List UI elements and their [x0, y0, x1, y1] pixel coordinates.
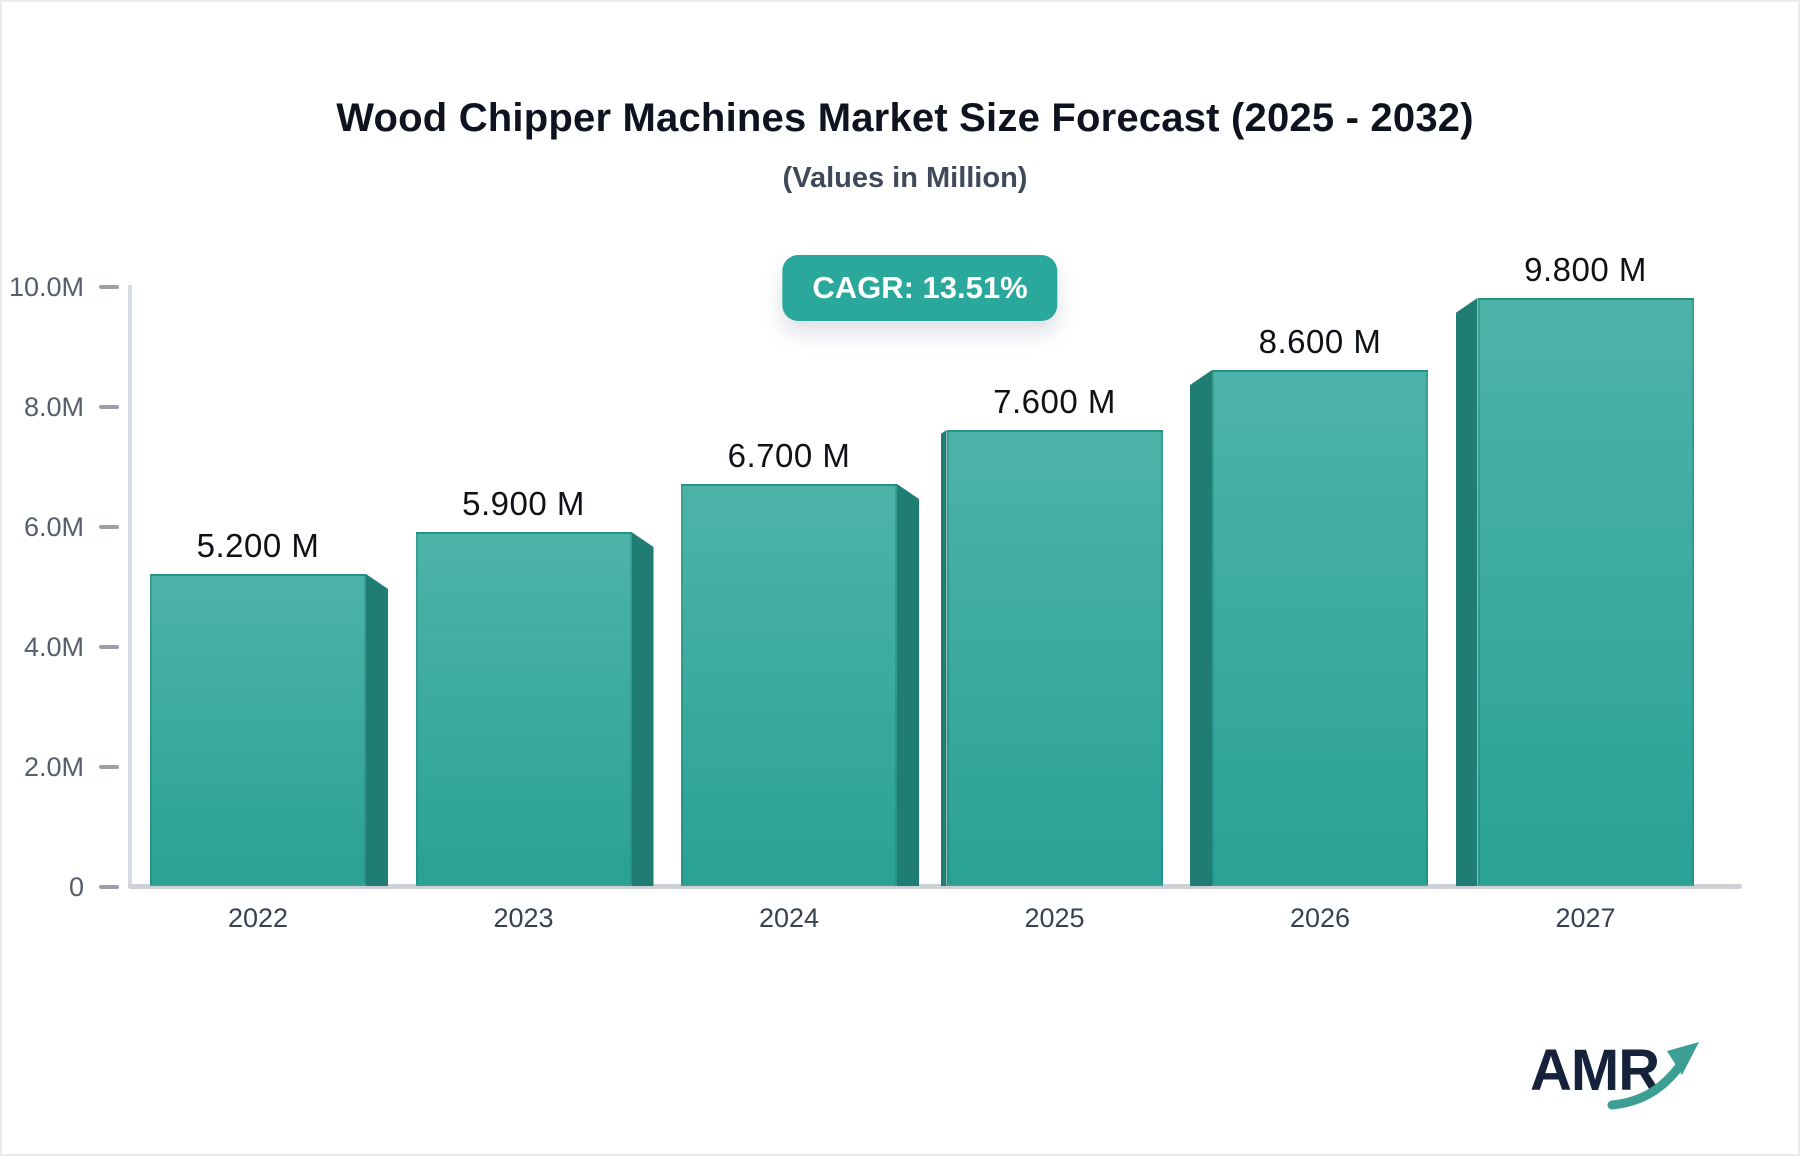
bar-side-face: [1455, 298, 1478, 886]
x-axis-label-2022: 2022: [227, 903, 289, 933]
y-axis-tick: [99, 644, 119, 649]
chart-title: Wood Chipper Machines Market Size Foreca…: [336, 96, 1474, 140]
growth-arrowhead-icon: [1667, 1042, 1699, 1075]
growth-arrow-icon: [1607, 1062, 1684, 1110]
y-axis-tick-label: 6.0M: [23, 511, 84, 542]
bar-value-label: 8.600 M: [1258, 323, 1382, 360]
cagr-badge: CAGR: 13.51%: [782, 255, 1058, 321]
bar-side-face: [366, 574, 388, 886]
y-axis-line: [128, 285, 132, 887]
bar-value-label: 5.200 M: [196, 527, 320, 564]
bar-2024: [681, 484, 897, 886]
y-axis-tick: [99, 524, 119, 529]
bar-2025: [946, 430, 1163, 886]
y-axis-tick-label: 4.0M: [23, 631, 84, 662]
bar-value-label: 7.600 M: [993, 383, 1116, 420]
bar-side-face: [940, 430, 947, 886]
bar-side-face: [1190, 370, 1212, 886]
bar-2022: [150, 574, 366, 886]
x-axis-label-2027: 2027: [1555, 903, 1616, 933]
amr-logo: AMR: [1530, 1038, 1699, 1110]
bar-value-label: 5.900 M: [462, 485, 585, 522]
y-axis-tick-label: 2.0M: [23, 751, 84, 782]
amr-logo-text: AMR: [1530, 1038, 1659, 1103]
y-axis-tick: [99, 884, 119, 889]
bar-side-face: [631, 532, 654, 886]
y-axis-tick-label: 0: [68, 871, 84, 902]
bar-side-face: [897, 484, 919, 886]
y-axis-tick: [99, 284, 119, 289]
x-axis-line: [128, 884, 1742, 889]
y-axis-tick: [99, 764, 119, 769]
bar-2023: [415, 532, 632, 886]
y-axis-tick-label: 8.0M: [23, 391, 84, 422]
bar-2027: [1477, 298, 1694, 886]
x-axis-label-2024: 2024: [758, 903, 820, 933]
x-axis-label-2025: 2025: [1024, 903, 1085, 933]
chart-subtitle: (Values in Million): [782, 162, 1028, 194]
x-axis-label-2023: 2023: [493, 903, 554, 933]
y-axis-tick: [99, 404, 119, 409]
bar-2026: [1212, 370, 1428, 886]
bar-value-label: 6.700 M: [727, 437, 851, 474]
y-axis-tick-label: 10.0M: [8, 271, 84, 302]
bar-value-label: 9.800 M: [1524, 251, 1647, 288]
x-axis-label-2026: 2026: [1289, 903, 1351, 933]
